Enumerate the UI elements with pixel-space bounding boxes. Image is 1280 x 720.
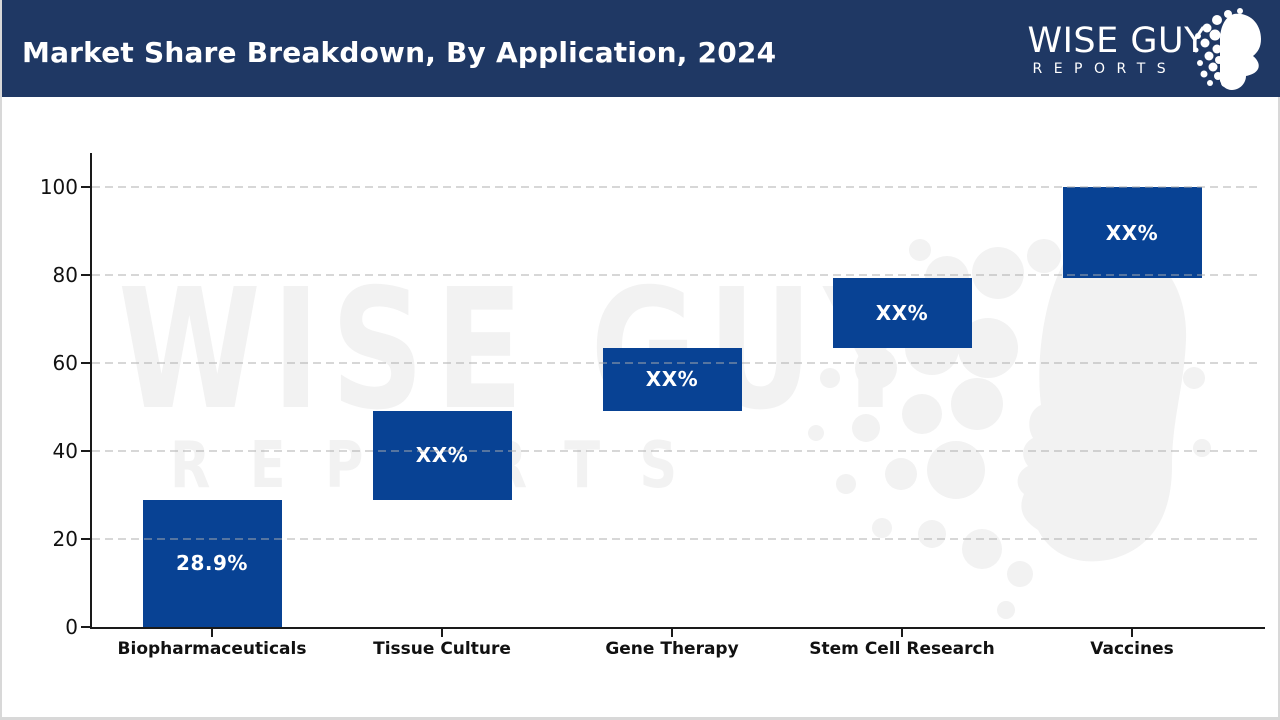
y-axis-tick <box>81 362 90 364</box>
y-axis-tick-label: 60 <box>52 351 78 375</box>
x-axis-tick <box>1131 629 1133 637</box>
y-axis-tick-label: 40 <box>52 439 78 463</box>
y-axis-tick-label: 20 <box>52 527 78 551</box>
y-axis-tick-label: 100 <box>39 175 78 199</box>
bar-value-label: XX% <box>415 443 469 468</box>
chart-title: Market Share Breakdown, By Application, … <box>22 36 777 69</box>
y-axis-tick <box>81 626 90 628</box>
gridline <box>92 450 1258 452</box>
x-axis-category-label: Biopharmaceuticals <box>117 639 307 659</box>
x-axis-tick <box>901 629 903 637</box>
bar-value-label: 28.9% <box>176 551 248 576</box>
watermark-text-line1: WISE GUY <box>118 254 929 447</box>
gridline <box>92 186 1258 188</box>
y-axis-tick <box>81 538 90 540</box>
x-axis-tick <box>211 629 213 637</box>
bar-segment: XX% <box>1062 187 1202 279</box>
gridline <box>92 274 1258 276</box>
y-axis-tick-label: 80 <box>52 263 78 287</box>
x-axis-category-label: Tissue Culture <box>373 639 511 659</box>
brand-logo: WISE GUY REPORTS <box>1027 6 1266 94</box>
x-axis-tick <box>671 629 673 637</box>
y-axis-tick <box>81 274 90 276</box>
bar-segment: 28.9% <box>142 499 282 627</box>
x-axis-category-label: Stem Cell Research <box>809 639 995 659</box>
gridline <box>92 538 1258 540</box>
gridline <box>92 362 1258 364</box>
brand-head-icon <box>1193 8 1261 90</box>
brand-name: WISE GUY <box>1027 21 1206 61</box>
y-axis-tick-label: 0 <box>65 615 78 639</box>
x-axis-line <box>90 627 1265 629</box>
bar-segment: XX% <box>372 410 512 500</box>
bar-segment: XX% <box>602 347 742 411</box>
bar-value-label: XX% <box>645 367 699 392</box>
header-bar: Market Share Breakdown, By Application, … <box>2 0 1280 97</box>
y-axis-tick <box>81 450 90 452</box>
y-axis-line <box>90 153 92 629</box>
x-axis-category-label: Gene Therapy <box>605 639 739 659</box>
bar-value-label: XX% <box>1105 220 1159 245</box>
bar-segment: XX% <box>832 278 972 348</box>
x-axis-tick <box>441 629 443 637</box>
x-axis-category-label: Vaccines <box>1090 639 1174 659</box>
y-axis-tick <box>81 186 90 188</box>
brand-subtitle: REPORTS <box>1032 61 1178 77</box>
bar-value-label: XX% <box>875 300 929 325</box>
